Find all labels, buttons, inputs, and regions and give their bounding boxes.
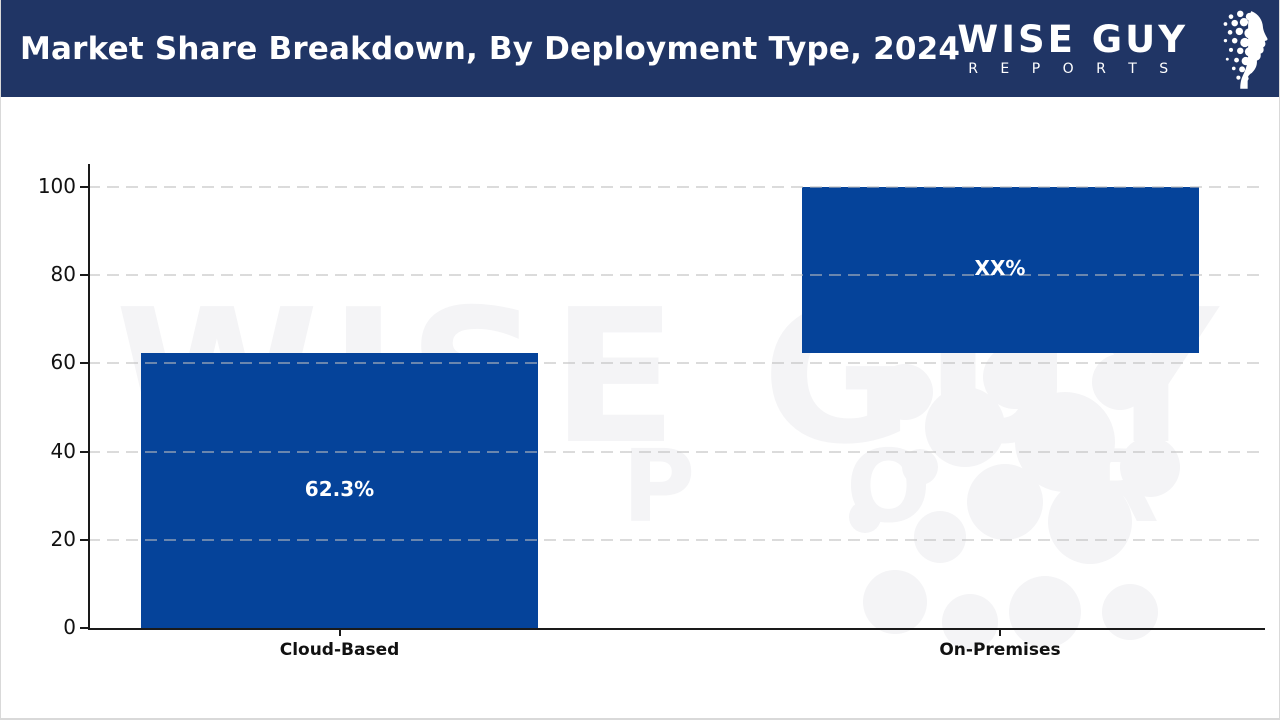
bar-cloud-based xyxy=(141,353,538,628)
wise-guy-logo: WISE GUY R E P O R T S xyxy=(957,6,1268,92)
y-tick-label: 20 xyxy=(50,526,76,551)
gridline-y60 xyxy=(88,362,1263,365)
gridline-y40 xyxy=(88,450,1263,453)
gridline-y100 xyxy=(88,186,1263,188)
y-tick-label: 40 xyxy=(50,438,76,463)
x-category-label: Cloud-Based xyxy=(279,640,400,660)
bar-value-label: XX% xyxy=(974,256,1026,281)
axis-spines xyxy=(88,164,1265,630)
x-tick-mark xyxy=(338,628,341,636)
gridline-y20 xyxy=(88,538,1263,541)
y-tick-mark xyxy=(80,362,88,365)
logo-brand-text: WISE GUY xyxy=(957,18,1188,61)
x-category-label: On-Premises xyxy=(939,640,1061,660)
logo-text-block: WISE GUY R E P O R T S xyxy=(957,21,1188,77)
y-tick-label: 60 xyxy=(50,350,76,375)
y-tick-label: 100 xyxy=(37,174,76,198)
y-tick-mark xyxy=(80,627,88,629)
x-tick-mark xyxy=(999,628,1001,636)
y-tick-mark xyxy=(80,450,88,453)
logo-head-icon xyxy=(1223,10,1268,89)
y-tick-mark xyxy=(80,186,88,188)
y-tick-label: 80 xyxy=(50,262,76,287)
y-tick-mark xyxy=(80,274,88,277)
y-tick-mark xyxy=(80,538,88,541)
y-tick-label: 0 xyxy=(63,615,76,639)
header-bar: Market Share Breakdown, By Deployment Ty… xyxy=(0,0,1280,97)
bar-on-premises xyxy=(801,187,1199,354)
chart-title: Market Share Breakdown, By Deployment Ty… xyxy=(20,30,961,67)
bar-value-label: 62.3% xyxy=(304,476,375,501)
gridline-y80 xyxy=(88,274,1263,277)
chart-area: WISE GUY R E P O R T S 62.3%XX%020406080… xyxy=(0,97,1280,717)
logo-reports-text: R E P O R T S xyxy=(968,61,1178,77)
